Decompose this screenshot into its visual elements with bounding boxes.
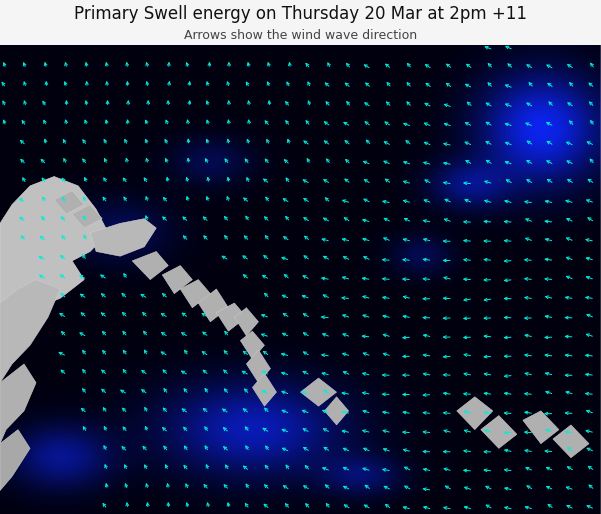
Polygon shape [132, 251, 168, 280]
Polygon shape [72, 205, 102, 228]
Polygon shape [240, 331, 264, 359]
Polygon shape [252, 373, 276, 406]
Polygon shape [162, 266, 192, 293]
Polygon shape [54, 191, 84, 214]
Polygon shape [325, 397, 349, 425]
Polygon shape [0, 176, 108, 373]
Polygon shape [246, 350, 270, 383]
Polygon shape [180, 280, 210, 308]
Polygon shape [216, 303, 246, 331]
Polygon shape [300, 378, 337, 406]
Text: Arrows show the wind wave direction: Arrows show the wind wave direction [184, 29, 417, 42]
Polygon shape [481, 415, 517, 448]
Polygon shape [90, 218, 156, 256]
Polygon shape [234, 308, 258, 336]
Text: Primary Swell energy on Thursday 20 Mar at 2pm +11: Primary Swell energy on Thursday 20 Mar … [74, 6, 527, 24]
Polygon shape [0, 364, 36, 444]
Polygon shape [0, 430, 30, 490]
Polygon shape [523, 411, 559, 444]
Polygon shape [457, 397, 493, 430]
Polygon shape [198, 289, 228, 322]
Polygon shape [553, 425, 589, 458]
Polygon shape [0, 280, 60, 383]
